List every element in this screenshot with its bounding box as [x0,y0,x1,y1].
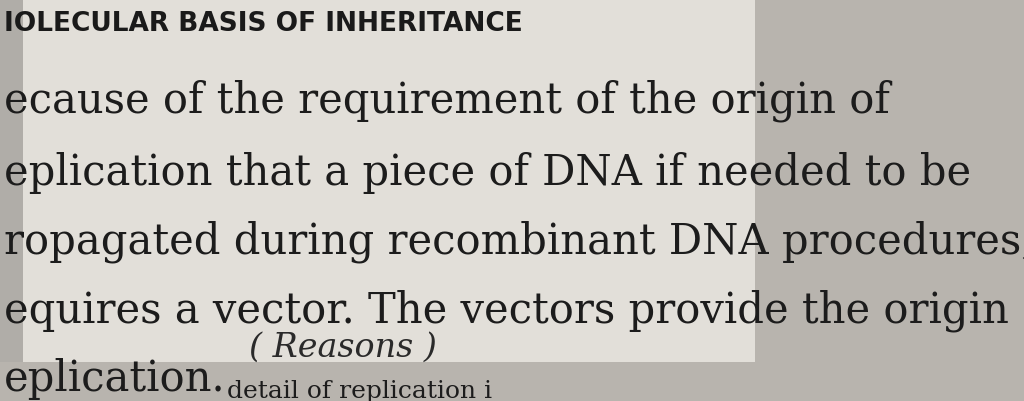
Text: equires a vector. The vectors provide the origin of: equires a vector. The vectors provide th… [4,290,1024,332]
FancyBboxPatch shape [0,0,755,362]
Text: ecause of the requirement of the origin of: ecause of the requirement of the origin … [4,80,890,122]
Text: ropagated during recombinant DNA procedures,: ropagated during recombinant DNA procedu… [4,221,1024,263]
Text: ( Reasons ): ( Reasons ) [249,331,437,363]
Text: IOLECULAR BASIS OF INHERITANCE: IOLECULAR BASIS OF INHERITANCE [4,11,522,37]
Text: eplication that a piece of DNA if needed to be: eplication that a piece of DNA if needed… [4,152,971,194]
Text: eplication.: eplication. [4,358,225,401]
FancyBboxPatch shape [0,0,23,362]
Text: detail of replication i: detail of replication i [226,380,492,401]
